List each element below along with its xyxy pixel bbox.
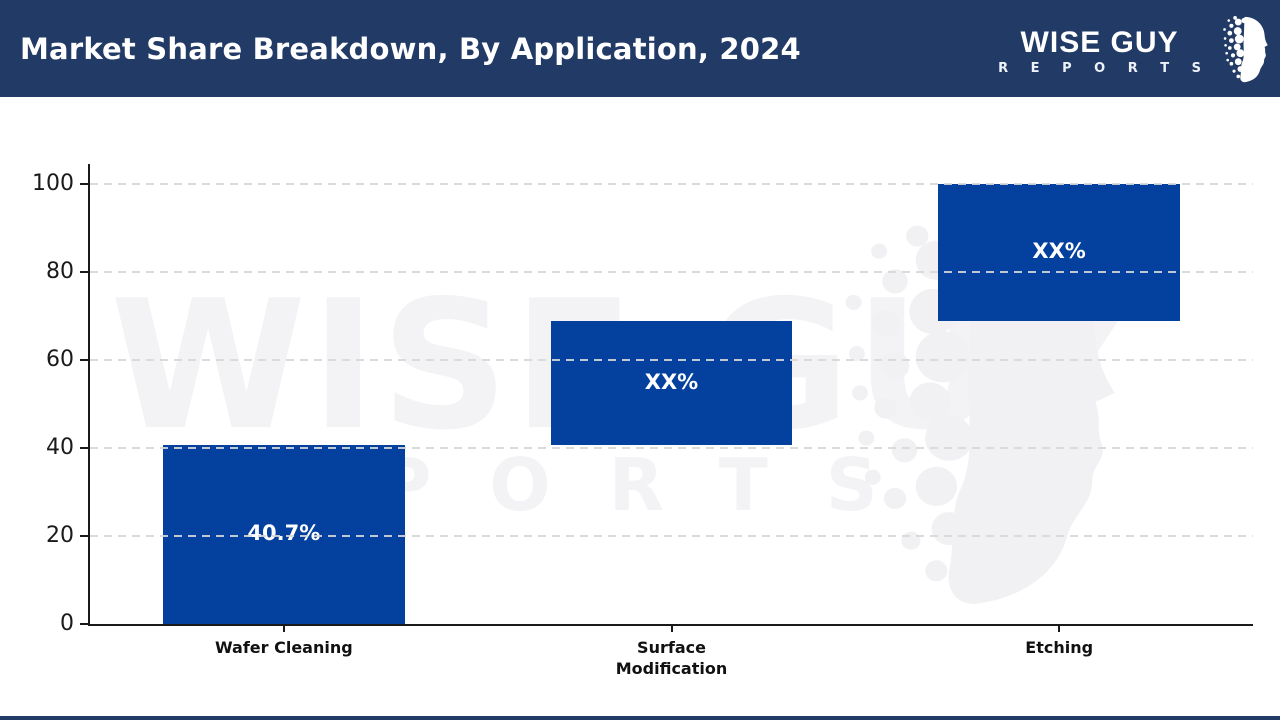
y-tick-mark	[80, 447, 88, 449]
y-tick-label-0: 0	[60, 611, 74, 636]
y-tick-label-100: 100	[32, 171, 74, 196]
wise-guy-reports-logo: WISE GUY R E P O R T S	[989, 6, 1272, 92]
x-category-label: Surface Modification	[615, 638, 728, 678]
header-bar: Market Share Breakdown, By Application, …	[0, 0, 1280, 97]
x-tick-mark	[1058, 624, 1061, 632]
logo-face-icon	[1223, 16, 1268, 83]
x-tick-mark	[282, 624, 285, 632]
bar-segment: XX%	[938, 184, 1181, 321]
y-tick-label-40: 40	[46, 435, 74, 460]
logo-subtitle: R E P O R T S	[998, 61, 1210, 76]
plot-area: 40.7% XX% XX% 0 20 40 60 80 100 Wafer Cleaning S…	[32, 164, 1253, 678]
bar-segment: XX%	[550, 320, 793, 445]
x-category-label: Wafer Cleaning	[214, 638, 353, 657]
y-tick-mark	[80, 183, 88, 185]
x-axis: Wafer Cleaning Surface Modification Etchin…	[90, 164, 1253, 678]
bar-segment: 40.7%	[162, 444, 405, 624]
bars-layer: 40.7% XX% XX%	[90, 164, 1253, 624]
y-tick-mark	[80, 623, 88, 625]
x-category-label: Etching	[1025, 638, 1094, 657]
y-tick-mark	[80, 535, 88, 537]
y-axis: 0 20 40 60 80 100	[32, 164, 1253, 636]
y-tick-label-60: 60	[46, 347, 74, 372]
y-tick-mark	[80, 359, 88, 361]
logo-text: WISE GUY R E P O R T S	[989, 26, 1210, 76]
page-title: Market Share Breakdown, By Application, …	[20, 31, 801, 66]
bar-value-label: 40.7%	[247, 521, 321, 546]
y-tick-label-80: 80	[46, 259, 74, 284]
footer-strip	[0, 716, 1280, 720]
y-tick-label-20: 20	[46, 523, 74, 548]
logo-wordmark: WISE GUY	[1020, 26, 1179, 59]
y-tick-mark	[80, 271, 88, 273]
x-tick-mark	[670, 624, 673, 632]
bar-value-label: XX%	[644, 369, 699, 394]
bar-value-label: XX%	[1032, 239, 1086, 264]
